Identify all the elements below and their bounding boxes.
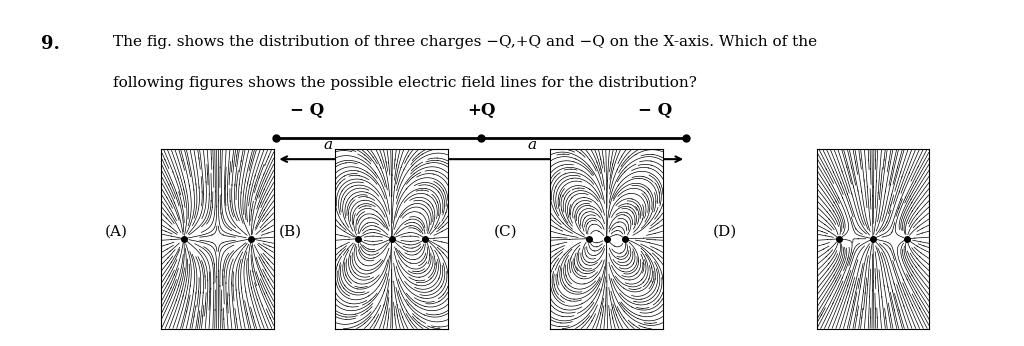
Text: (A): (A) — [105, 225, 128, 239]
Text: a: a — [324, 138, 332, 152]
Text: − Q: − Q — [638, 102, 673, 119]
Text: (D): (D) — [713, 225, 737, 239]
Text: − Q: − Q — [290, 102, 325, 119]
Text: +Q: +Q — [467, 102, 496, 119]
Text: a: a — [528, 138, 537, 152]
Text: The fig. shows the distribution of three charges −Q,+Q and −Q on the X-axis. Whi: The fig. shows the distribution of three… — [113, 35, 817, 48]
Text: (C): (C) — [494, 225, 517, 239]
Text: following figures shows the possible electric field lines for the distribution?: following figures shows the possible ele… — [113, 76, 696, 90]
Text: 9.: 9. — [41, 35, 59, 53]
Text: (B): (B) — [279, 225, 302, 239]
